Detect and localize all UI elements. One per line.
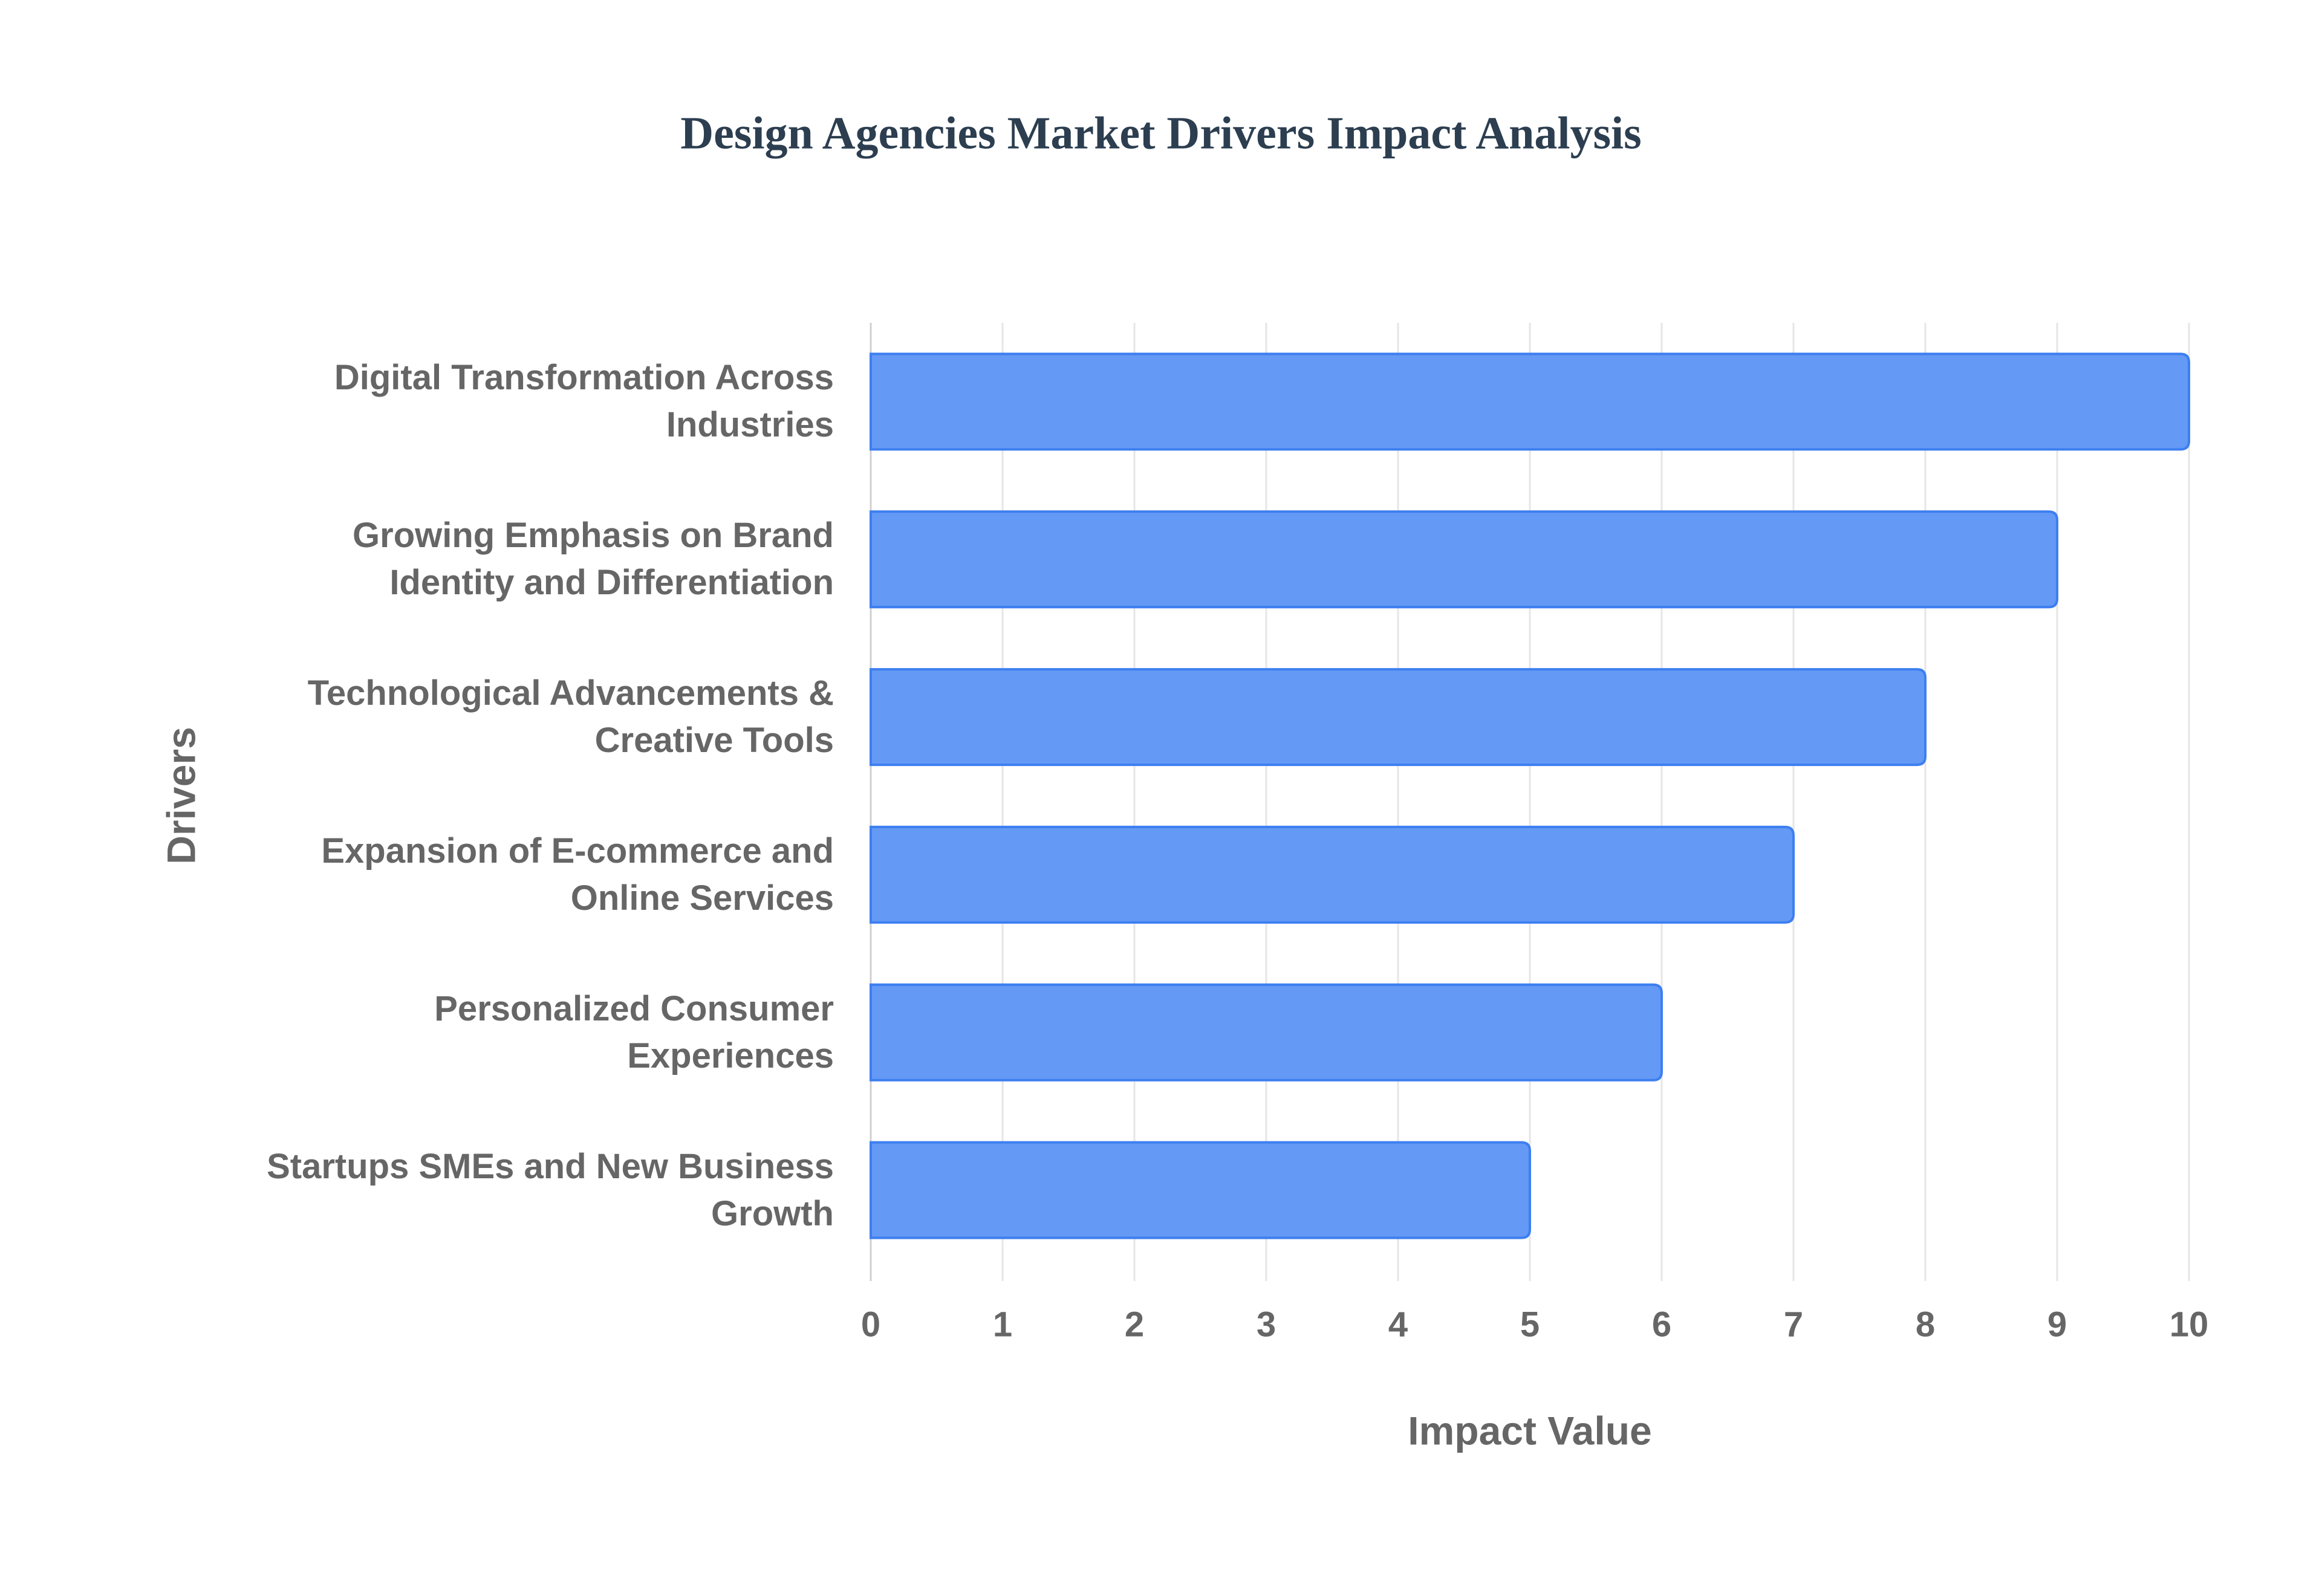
- x-tick-label: 2: [1125, 1305, 1144, 1344]
- x-tick-label: 3: [1257, 1305, 1276, 1344]
- y-axis-title: Drivers: [158, 727, 203, 864]
- x-tick-label: 7: [1784, 1305, 1803, 1344]
- x-tick-label: 10: [2170, 1305, 2209, 1344]
- y-tick-label: Growing Emphasis on Brand Identity and D…: [353, 516, 834, 603]
- x-tick-label: 1: [993, 1305, 1012, 1344]
- bar: [870, 668, 1927, 767]
- x-axis-title: Impact Value: [1408, 1408, 1652, 1453]
- y-tick-label: Expansion of E-commerce and Online Servi…: [321, 831, 834, 918]
- x-tick-label: 6: [1652, 1305, 1671, 1344]
- bar: [870, 983, 1663, 1082]
- x-tick-label: 0: [861, 1305, 880, 1344]
- x-tick-label: 9: [2047, 1305, 2067, 1344]
- bar: [870, 1141, 1531, 1239]
- bar: [870, 352, 2190, 451]
- x-tick-label: 5: [1520, 1305, 1540, 1344]
- x-tick-label: 4: [1388, 1305, 1408, 1344]
- y-tick-label: Technological Advancements & Creative To…: [307, 673, 834, 761]
- y-tick-label: Digital Transformation Across Industries: [334, 358, 834, 445]
- bar: [870, 510, 2058, 609]
- chart-title: Design Agencies Market Drivers Impact An…: [680, 108, 1642, 158]
- y-tick-label: Startups SMEs and New Business Growth: [267, 1146, 834, 1233]
- x-tick-label: 8: [1916, 1305, 1935, 1344]
- bar: [870, 825, 1795, 924]
- y-tick-label: Personalized Consumer Experiences: [434, 988, 834, 1075]
